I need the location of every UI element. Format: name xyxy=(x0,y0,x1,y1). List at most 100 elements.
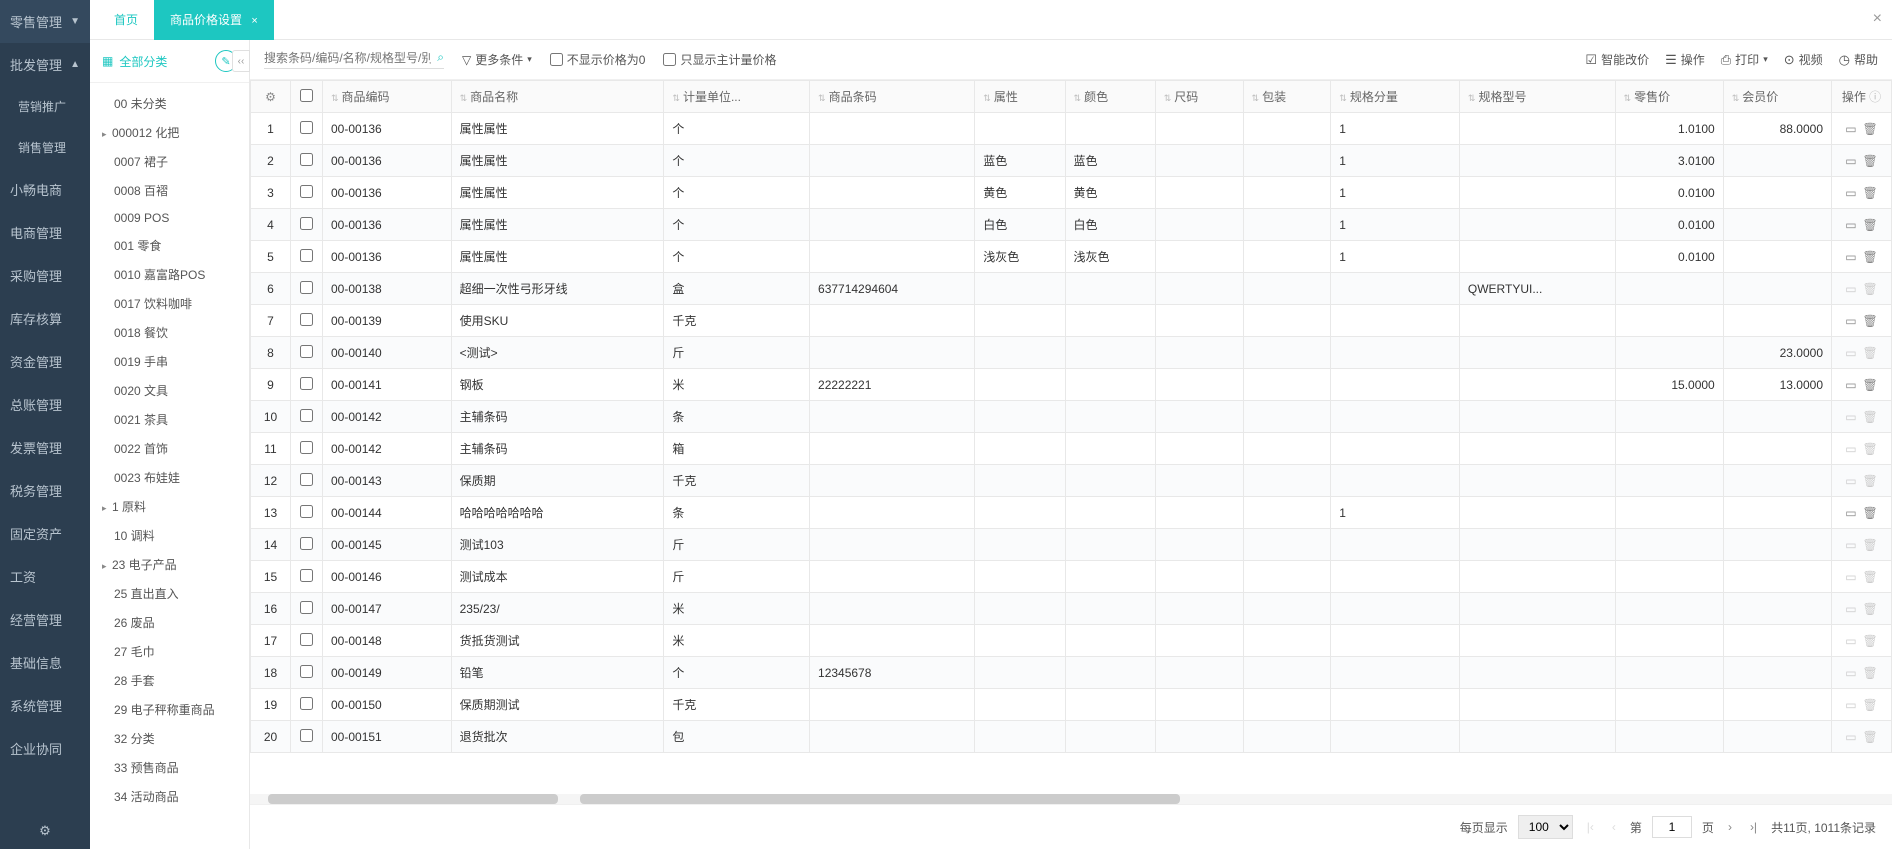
row-checkbox[interactable] xyxy=(300,665,313,678)
column-header[interactable]: ⇅零售价 xyxy=(1615,81,1723,113)
per-page-select[interactable]: 100 xyxy=(1518,815,1573,839)
scroll-thumb[interactable] xyxy=(580,794,1180,804)
row-checkbox[interactable] xyxy=(300,345,313,358)
row-select[interactable] xyxy=(291,273,323,305)
next-page-button[interactable]: › xyxy=(1724,820,1736,834)
tree-node[interactable]: 0022 首饰 xyxy=(90,434,249,463)
row-select[interactable] xyxy=(291,433,323,465)
sidebar-item[interactable]: 固定资产 xyxy=(0,512,90,555)
delete-row-button[interactable]: 🗑 xyxy=(1863,250,1878,264)
edit-row-button[interactable]: ▭ xyxy=(1845,378,1856,392)
delete-row-button[interactable]: 🗑 xyxy=(1863,186,1878,200)
close-all-tabs-button[interactable]: × xyxy=(1873,10,1882,28)
smart-edit-button[interactable]: ☑ 智能改价 xyxy=(1585,51,1649,68)
tree-node[interactable]: 28 手套 xyxy=(90,666,249,695)
row-checkbox[interactable] xyxy=(300,505,313,518)
scroll-thumb[interactable] xyxy=(268,794,558,804)
hide-zero-checkbox[interactable]: 不显示价格为0 xyxy=(550,51,646,68)
row-select[interactable] xyxy=(291,657,323,689)
row-checkbox[interactable] xyxy=(300,601,313,614)
select-all-checkbox[interactable] xyxy=(300,89,313,102)
sidebar-item[interactable]: 库存核算 xyxy=(0,297,90,340)
edit-row-button[interactable]: ▭ xyxy=(1845,314,1856,328)
hide-zero-input[interactable] xyxy=(550,53,563,66)
horizontal-scrollbar[interactable] xyxy=(250,794,1892,804)
row-select[interactable] xyxy=(291,177,323,209)
column-header[interactable]: ⇅属性 xyxy=(975,81,1065,113)
row-checkbox[interactable] xyxy=(300,313,313,326)
column-header[interactable]: ⇅商品条码 xyxy=(810,81,975,113)
tab-home[interactable]: 首页 xyxy=(98,0,154,40)
edit-row-button[interactable]: ▭ xyxy=(1845,506,1856,520)
sidebar-item[interactable]: 系统管理 xyxy=(0,684,90,727)
tree-node[interactable]: 34 活动商品 xyxy=(90,782,249,811)
sort-icon[interactable]: ⇅ xyxy=(460,93,468,103)
row-checkbox[interactable] xyxy=(300,633,313,646)
sidebar-item[interactable]: 资金管理 xyxy=(0,340,90,383)
sidebar-item[interactable]: 营销推广 xyxy=(0,86,90,127)
delete-row-button[interactable]: 🗑 xyxy=(1863,378,1878,392)
row-select[interactable] xyxy=(291,401,323,433)
sidebar-item[interactable]: 小畅电商 xyxy=(0,168,90,211)
tree-node[interactable]: 0009 POS xyxy=(90,205,249,231)
tree-node[interactable]: 0023 布娃娃 xyxy=(90,463,249,492)
column-header[interactable]: ⇅规格型号 xyxy=(1459,81,1615,113)
sidebar-item[interactable]: 工资 xyxy=(0,555,90,598)
row-checkbox[interactable] xyxy=(300,281,313,294)
tree-node[interactable]: 32 分类 xyxy=(90,724,249,753)
only-main-input[interactable] xyxy=(663,53,676,66)
tree-node[interactable]: 0021 茶具 xyxy=(90,405,249,434)
select-all-header[interactable] xyxy=(291,81,323,113)
table-scroll[interactable]: ⚙⇅商品编码⇅商品名称⇅计量单位...⇅商品条码⇅属性⇅颜色⇅尺码⇅包装⇅规格分… xyxy=(250,80,1892,794)
row-select[interactable] xyxy=(291,593,323,625)
row-select[interactable] xyxy=(291,113,323,145)
tree-node[interactable]: 0008 百褶 xyxy=(90,176,249,205)
sort-icon[interactable]: ⇅ xyxy=(1624,93,1632,103)
row-select[interactable] xyxy=(291,337,323,369)
tree-node[interactable]: 27 毛巾 xyxy=(90,637,249,666)
sort-icon[interactable]: ⇅ xyxy=(1164,93,1172,103)
row-checkbox[interactable] xyxy=(300,121,313,134)
tree-title[interactable]: 全部分类 xyxy=(119,53,167,70)
row-select[interactable] xyxy=(291,561,323,593)
sidebar-item[interactable]: 发票管理 xyxy=(0,426,90,469)
row-select[interactable] xyxy=(291,145,323,177)
delete-row-button[interactable]: 🗑 xyxy=(1863,506,1878,520)
row-select[interactable] xyxy=(291,721,323,753)
row-checkbox[interactable] xyxy=(300,473,313,486)
tree-node[interactable]: 00 未分类 xyxy=(90,89,249,118)
row-select[interactable] xyxy=(291,241,323,273)
column-header[interactable]: ⇅尺码 xyxy=(1155,81,1243,113)
sidebar-item[interactable]: 基础信息 xyxy=(0,641,90,684)
sort-icon[interactable]: ⇅ xyxy=(1339,93,1347,103)
row-checkbox[interactable] xyxy=(300,441,313,454)
sidebar-item[interactable]: 企业协同 xyxy=(0,727,90,770)
video-button[interactable]: ⊙ 视频 xyxy=(1784,51,1823,68)
tree-node[interactable]: ▸1 原料 xyxy=(90,492,249,521)
tree-node[interactable]: 0010 嘉富路POS xyxy=(90,260,249,289)
close-icon[interactable]: × xyxy=(251,15,257,27)
edit-row-button[interactable]: ▭ xyxy=(1845,186,1856,200)
tab-price-settings[interactable]: 商品价格设置 × xyxy=(154,0,274,40)
last-page-button[interactable]: ›| xyxy=(1746,820,1761,834)
sort-icon[interactable]: ⇅ xyxy=(1732,93,1740,103)
operate-button[interactable]: ☰ 操作 xyxy=(1665,51,1705,68)
sidebar-item[interactable]: 经营管理 xyxy=(0,598,90,641)
tree-node[interactable]: 29 电子秤称重商品 xyxy=(90,695,249,724)
only-main-checkbox[interactable]: 只显示主计量价格 xyxy=(663,51,776,68)
tree-node[interactable]: 0020 文具 xyxy=(90,376,249,405)
sidebar-item[interactable]: 电商管理 xyxy=(0,211,90,254)
page-input[interactable] xyxy=(1652,816,1692,838)
delete-row-button[interactable]: 🗑 xyxy=(1863,154,1878,168)
row-select[interactable] xyxy=(291,529,323,561)
tree-node[interactable]: 0017 饮料咖啡 xyxy=(90,289,249,318)
sidebar-item[interactable]: 采购管理 xyxy=(0,254,90,297)
row-select[interactable] xyxy=(291,689,323,721)
tree-node[interactable]: ▸23 电子产品 xyxy=(90,550,249,579)
sort-icon[interactable]: ⇅ xyxy=(672,93,680,103)
row-checkbox[interactable] xyxy=(300,569,313,582)
row-select[interactable] xyxy=(291,369,323,401)
sort-icon[interactable]: ⇅ xyxy=(818,93,826,103)
edit-row-button[interactable]: ▭ xyxy=(1845,218,1856,232)
edit-row-button[interactable]: ▭ xyxy=(1845,250,1856,264)
